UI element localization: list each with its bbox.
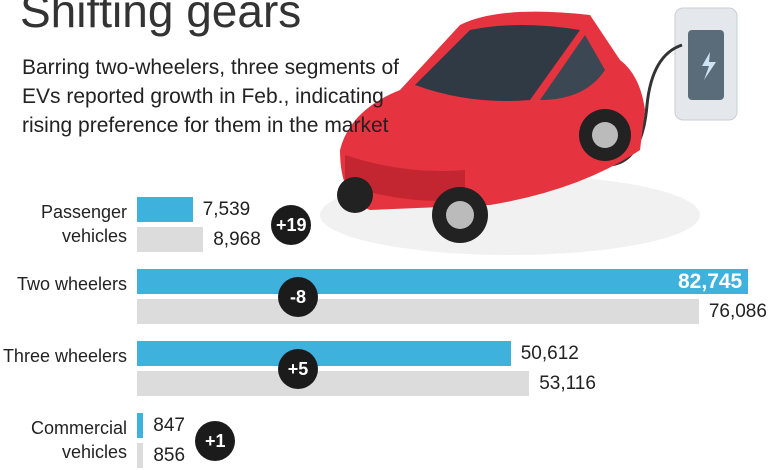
change-badge: +5 [278, 348, 318, 389]
category-label: Two wheelers [16, 274, 127, 294]
bar [137, 341, 511, 366]
value-label: 847 [153, 415, 185, 436]
value-label: 53,116 [539, 373, 596, 394]
value-label: 82,745 [678, 270, 743, 293]
change-badge: +19 [271, 204, 312, 245]
value-label: 7,539 [202, 199, 251, 220]
change-badge: -8 [278, 276, 318, 317]
value-label: 8,968 [213, 229, 261, 250]
category-label: Passenger vehicles [40, 202, 127, 246]
chart-title: Shifting gears [20, 0, 302, 37]
bar [137, 443, 144, 468]
bar [137, 299, 699, 324]
bar [137, 413, 144, 438]
chart-subtitle: Barring two-wheelers, three segments of … [22, 56, 400, 137]
bar [137, 227, 204, 252]
category-label: Commercial vehicles [30, 418, 127, 462]
value-label: 856 [153, 445, 186, 466]
change-badge: +1 [195, 420, 236, 461]
value-label: 76,086 [708, 301, 767, 322]
category-label: Three wheelers [2, 346, 127, 366]
bar [137, 197, 193, 222]
value-label: 50,612 [520, 343, 579, 364]
bar [137, 371, 530, 396]
car-illustration [320, 7, 738, 255]
bar [137, 269, 748, 294]
